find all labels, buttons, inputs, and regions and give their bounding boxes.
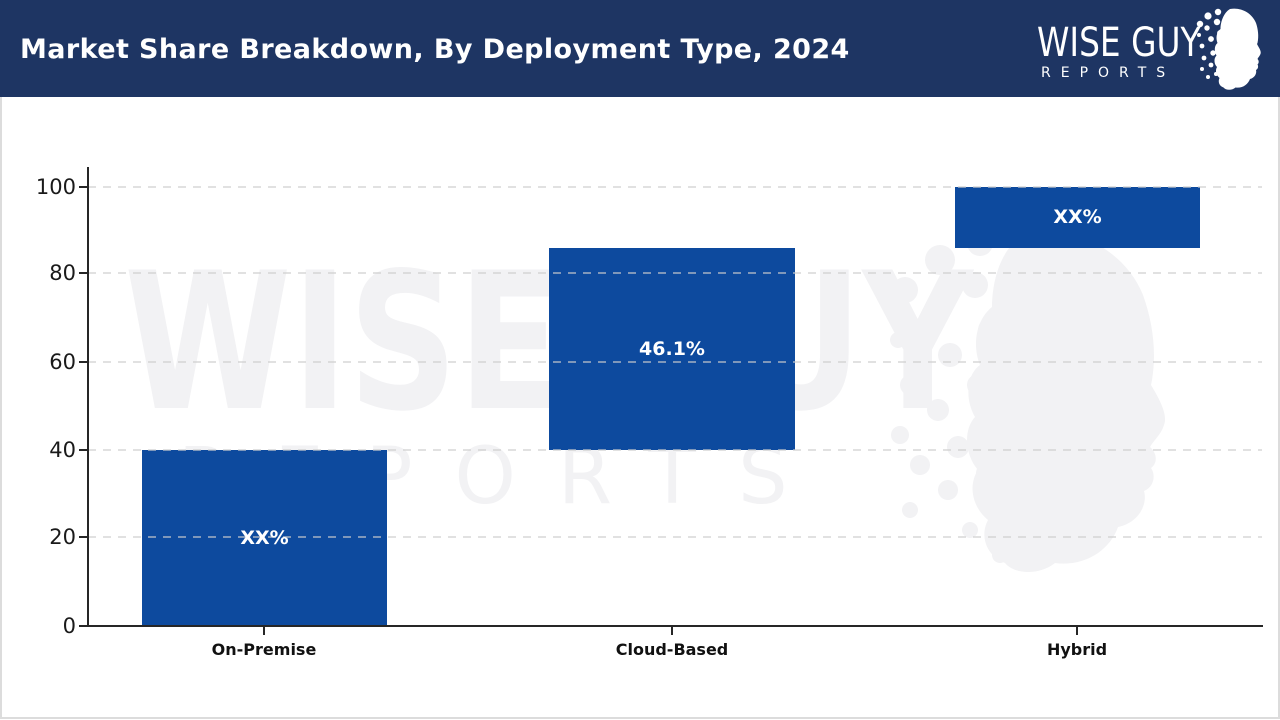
y-tick-label: 40 bbox=[49, 438, 76, 462]
x-tick bbox=[263, 627, 265, 635]
x-category-label-hybrid: Hybrid bbox=[1046, 640, 1108, 659]
header-bar: Market Share Breakdown, By Deployment Ty… bbox=[0, 0, 1280, 97]
page-title: Market Share Breakdown, By Deployment Ty… bbox=[20, 34, 850, 65]
gridline-20 bbox=[88, 536, 1262, 538]
y-tick-label: 100 bbox=[35, 175, 76, 199]
watermark-head-icon bbox=[890, 230, 1166, 573]
brand-head-icon bbox=[1196, 8, 1261, 90]
y-tick bbox=[79, 361, 87, 363]
y-tick-label: 20 bbox=[49, 525, 76, 549]
y-tick bbox=[79, 186, 87, 188]
y-axis-line bbox=[87, 167, 89, 627]
gridline-100 bbox=[88, 186, 1262, 188]
y-tick bbox=[79, 625, 87, 627]
gridline-40 bbox=[88, 449, 1262, 451]
gridline-80 bbox=[88, 272, 1262, 274]
x-tick bbox=[671, 627, 673, 635]
y-tick-label: 80 bbox=[49, 261, 76, 285]
x-category-label-cloud-based: Cloud-Based bbox=[615, 640, 729, 659]
gridline-60 bbox=[88, 361, 1262, 363]
bar-on-premise bbox=[142, 450, 387, 626]
y-tick bbox=[79, 272, 87, 274]
bar-value-label-on-premise: XX% bbox=[240, 527, 289, 549]
bar-value-label-hybrid: XX% bbox=[1053, 206, 1102, 228]
x-axis-line bbox=[87, 625, 1263, 627]
brand-wordmark: WISE GUY bbox=[1037, 20, 1201, 66]
y-tick-label: 60 bbox=[49, 350, 76, 374]
x-category-label-on-premise: On-Premise bbox=[211, 640, 317, 659]
y-tick-label: 0 bbox=[62, 614, 76, 638]
bar-cloud-based bbox=[549, 248, 795, 450]
brand-logo: WISE GUY REPORTS bbox=[1035, 0, 1270, 97]
brand-reports-text: REPORTS bbox=[1041, 65, 1176, 81]
y-tick bbox=[79, 449, 87, 451]
bar-hybrid bbox=[955, 187, 1200, 248]
bar-value-label-cloud-based: 46.1% bbox=[639, 338, 705, 360]
x-tick bbox=[1076, 627, 1078, 635]
y-tick bbox=[79, 536, 87, 538]
